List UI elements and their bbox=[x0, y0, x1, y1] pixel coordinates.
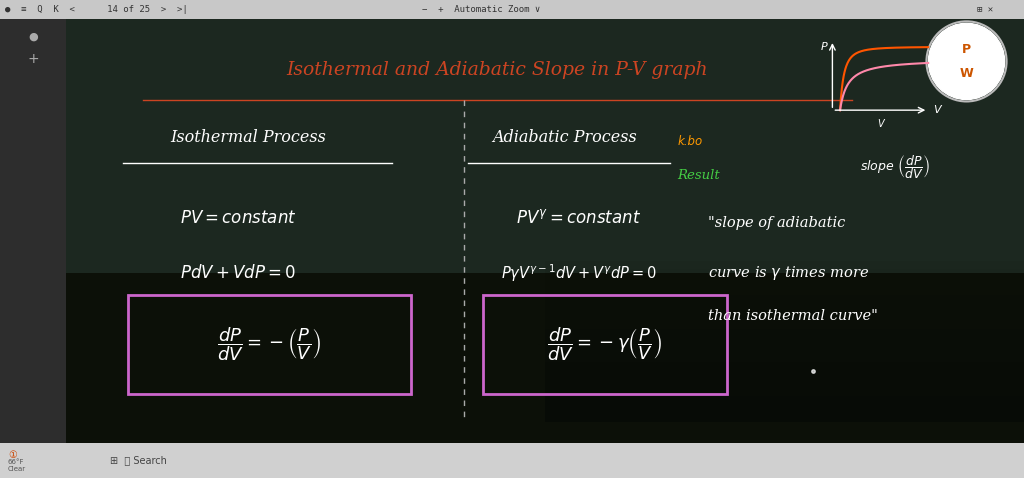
Text: ⊞  🔍 Search: ⊞ 🔍 Search bbox=[110, 456, 167, 466]
Bar bbox=[482, 294, 727, 394]
Bar bbox=[545, 413, 1024, 422]
Text: $PdV + VdP = 0$: $PdV + VdP = 0$ bbox=[180, 264, 297, 282]
Bar bbox=[128, 294, 411, 394]
Bar bbox=[0, 19, 66, 443]
Bar bbox=[545, 328, 1024, 337]
Text: P: P bbox=[821, 42, 827, 52]
Bar bbox=[0, 0, 1024, 19]
Bar bbox=[545, 354, 1024, 362]
Bar bbox=[545, 388, 1024, 396]
Bar bbox=[545, 337, 1024, 346]
Text: $PV = \mathit{constant}$: $PV = \mathit{constant}$ bbox=[180, 210, 297, 227]
Circle shape bbox=[929, 23, 1005, 99]
Text: V: V bbox=[933, 105, 941, 115]
Text: Result: Result bbox=[677, 169, 720, 183]
Text: ●: ● bbox=[28, 32, 38, 42]
Text: $PV^{\gamma} = \mathit{constant}$: $PV^{\gamma} = \mathit{constant}$ bbox=[516, 209, 641, 227]
Text: Isothermal Process: Isothermal Process bbox=[170, 129, 326, 146]
Text: curve is $\gamma$ times more: curve is $\gamma$ times more bbox=[708, 264, 869, 282]
Text: slope $\left(\dfrac{dP}{dV}\right)$: slope $\left(\dfrac{dP}{dV}\right)$ bbox=[860, 153, 930, 181]
Text: Isothermal and Adiabatic Slope in P-V graph: Isothermal and Adiabatic Slope in P-V gr… bbox=[287, 61, 708, 79]
Bar bbox=[545, 346, 1024, 354]
Text: −  +  Automatic Zoom ∨: − + Automatic Zoom ∨ bbox=[422, 5, 541, 14]
Bar bbox=[545, 405, 1024, 413]
Bar bbox=[545, 396, 1024, 405]
Text: than isothermal curve": than isothermal curve" bbox=[708, 309, 878, 323]
Text: V: V bbox=[877, 120, 884, 130]
Bar bbox=[545, 286, 1024, 294]
Text: $\dfrac{dP}{dV} = -\left(\dfrac{P}{V}\right)$: $\dfrac{dP}{dV} = -\left(\dfrac{P}{V}\ri… bbox=[217, 326, 322, 363]
Text: +: + bbox=[28, 52, 39, 66]
Bar bbox=[545, 312, 1024, 320]
Text: "slope of adiabatic: "slope of adiabatic bbox=[708, 216, 845, 229]
Bar bbox=[545, 320, 1024, 328]
Bar bbox=[545, 362, 1024, 371]
Text: ⊞ ✕: ⊞ ✕ bbox=[977, 5, 993, 14]
Bar bbox=[66, 273, 1024, 443]
Text: k.bo: k.bo bbox=[677, 135, 702, 149]
Text: W: W bbox=[959, 67, 974, 80]
Text: ●  ≡  Q  K  <      14 of 25  >  >|: ● ≡ Q K < 14 of 25 > >| bbox=[5, 5, 187, 14]
Text: ①: ① bbox=[8, 450, 16, 460]
Bar bbox=[545, 371, 1024, 380]
Bar bbox=[545, 294, 1024, 303]
Text: P: P bbox=[962, 43, 971, 55]
Text: 66°F
Clear: 66°F Clear bbox=[8, 459, 27, 472]
Bar bbox=[545, 261, 1024, 269]
Text: $P\gamma V^{\gamma-1}dV + V^{\gamma}dP = 0$: $P\gamma V^{\gamma-1}dV + V^{\gamma}dP =… bbox=[501, 262, 656, 284]
Bar bbox=[66, 19, 1024, 443]
Bar bbox=[545, 303, 1024, 312]
Bar bbox=[545, 252, 1024, 261]
Bar bbox=[0, 443, 1024, 478]
Bar bbox=[545, 278, 1024, 286]
Bar bbox=[545, 269, 1024, 278]
Bar bbox=[545, 380, 1024, 388]
Text: Adiabatic Process: Adiabatic Process bbox=[492, 129, 637, 146]
Text: $\dfrac{dP}{dV} = -\gamma\left(\dfrac{P}{V}\right)$: $\dfrac{dP}{dV} = -\gamma\left(\dfrac{P}… bbox=[548, 326, 663, 363]
